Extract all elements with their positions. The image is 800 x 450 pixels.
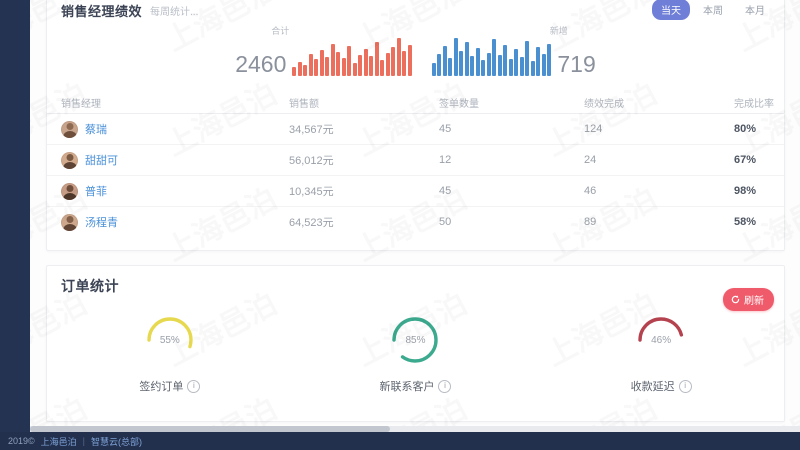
cell-amount: 10,345元 <box>289 186 334 198</box>
cell-rate: 58% <box>734 216 757 228</box>
range-button-month[interactable]: 本月 <box>745 6 765 17</box>
sparkline-total <box>292 36 412 76</box>
avatar <box>61 213 78 231</box>
cell-orders: 45 <box>439 123 452 135</box>
manager-name-link[interactable]: 汤程青 <box>85 217 118 229</box>
donut-label-row: 签约订单 i <box>139 378 201 394</box>
cell-rate: 98% <box>734 185 757 197</box>
cell-performance: 46 <box>584 185 597 197</box>
page-title: 销售经理绩效 <box>61 3 143 19</box>
range-button-group: 当天 本周 本月 <box>652 0 774 20</box>
donut-label-row: 收款延迟 i <box>631 378 692 394</box>
manager-name-link[interactable]: 蔡瑞 <box>85 124 107 136</box>
performance-table: 销售经理 销售额 签单数量 绩效完成 完成比率 蔡瑞 34,567元 45 12… <box>47 91 784 237</box>
donut-label-row: 新联系客户 i <box>379 378 452 394</box>
avatar <box>61 182 78 200</box>
range-button-day[interactable]: 当天 <box>652 0 690 20</box>
table-row[interactable]: 普菲 10,345元 45 46 98% <box>47 176 784 207</box>
cell-rate: 80% <box>734 123 757 135</box>
footer-link-cloud[interactable]: 智慧云(总部) <box>91 436 143 447</box>
footer-copyright: 2019© <box>8 436 35 446</box>
table-row[interactable]: 甜甜可 56,012元 12 24 67% <box>47 145 784 176</box>
order-card-header: 订单统计 <box>47 266 784 306</box>
summary-total-label: 合计 <box>271 26 290 36</box>
table-header-row: 销售经理 销售额 签单数量 绩效完成 完成比率 <box>47 91 784 114</box>
manager-name-link[interactable]: 普菲 <box>85 186 107 198</box>
summary-new-label: 新增 <box>549 26 568 36</box>
donut-label: 签约订单 <box>139 381 184 393</box>
cell-amount: 64,523元 <box>289 217 334 229</box>
avatar <box>61 120 78 138</box>
refresh-button[interactable]: 刷新 <box>723 288 774 311</box>
refresh-icon <box>731 295 740 304</box>
column-header-orders: 签单数量 <box>439 98 479 110</box>
cell-amount: 56,012元 <box>289 155 334 167</box>
donut-label: 新联系客户 <box>379 381 435 393</box>
order-section-title: 订单统计 <box>61 278 119 294</box>
cell-performance: 89 <box>584 216 597 228</box>
order-statistics-card: 订单统计 刷新 55% <box>46 265 785 422</box>
cell-performance: 24 <box>584 154 597 166</box>
donut-new-contacts: 85% 新联系客户 i <box>315 314 515 394</box>
info-icon[interactable]: i <box>438 379 452 393</box>
column-header-rate: 完成比率 <box>734 98 774 110</box>
column-header-manager: 销售经理 <box>61 98 101 110</box>
column-header-performance: 绩效完成 <box>584 98 624 110</box>
donut-payment-delay: 46% 收款延迟 i <box>561 314 761 394</box>
cell-performance: 124 <box>584 123 603 135</box>
cell-amount: 34,567元 <box>289 124 334 136</box>
column-header-amount: 销售额 <box>289 98 319 110</box>
manager-name-link[interactable]: 甜甜可 <box>85 155 118 167</box>
footer-link-company[interactable]: 上海邑泊 <box>40 436 77 447</box>
donut-signed-orders: 55% 签约订单 i <box>70 314 270 394</box>
donut-value: 85% <box>405 334 426 346</box>
sales-performance-card: 销售经理绩效 每周统计... 当天 本周 本月 合计 2460 新增 719 <box>46 0 785 251</box>
donut-chart-group: 55% 签约订单 i 85% 新联系客户 <box>47 314 784 394</box>
cell-orders: 12 <box>439 154 452 166</box>
info-icon[interactable]: i <box>187 379 201 393</box>
footer-bar: 2019© 上海邑泊 | 智慧云(总部) <box>0 432 800 450</box>
horizontal-scrollbar[interactable] <box>30 426 800 432</box>
perf-card-header: 销售经理绩效 每周统计... 当天 本周 本月 <box>47 0 784 25</box>
table-row[interactable]: 蔡瑞 34,567元 45 124 80% <box>47 114 784 145</box>
cell-orders: 50 <box>439 216 452 228</box>
summary-new: 新增 719 <box>431 26 596 77</box>
donut-value: 55% <box>159 334 180 346</box>
donut-value: 46% <box>651 334 672 346</box>
summary-new-value: 719 <box>557 51 596 77</box>
donut-ring: 46% <box>635 314 687 366</box>
cell-rate: 67% <box>734 154 757 166</box>
donut-ring: 55% <box>144 314 196 366</box>
summary-total: 合计 2460 <box>235 26 412 77</box>
left-rail <box>0 0 30 432</box>
range-button-week[interactable]: 本周 <box>703 6 723 17</box>
avatar <box>61 151 78 169</box>
summary-strip: 合计 2460 新增 719 <box>47 25 784 87</box>
content-area: 销售经理绩效 每周统计... 当天 本周 本月 合计 2460 新增 719 <box>30 0 800 432</box>
page-subtitle: 每周统计... <box>150 6 199 18</box>
sparkline-new <box>431 36 552 76</box>
refresh-label: 刷新 <box>744 296 764 307</box>
footer-separator: | <box>82 436 86 446</box>
donut-label: 收款延迟 <box>630 381 675 393</box>
cell-orders: 45 <box>439 185 452 197</box>
scrollbar-thumb[interactable] <box>30 426 390 432</box>
table-row[interactable]: 汤程青 64,523元 50 89 58% <box>47 207 784 237</box>
info-icon[interactable]: i <box>678 379 692 393</box>
summary-total-value: 2460 <box>235 51 287 77</box>
donut-ring: 85% <box>389 314 441 366</box>
